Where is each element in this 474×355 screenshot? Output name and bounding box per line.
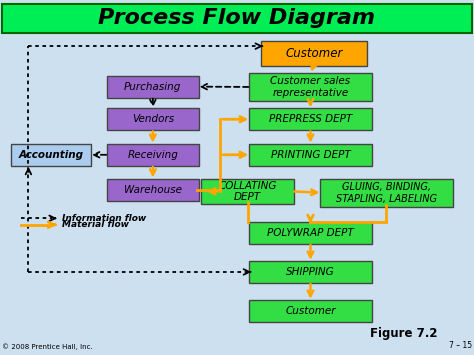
FancyBboxPatch shape <box>107 76 199 98</box>
FancyBboxPatch shape <box>107 179 199 201</box>
Text: SHIPPING: SHIPPING <box>286 267 335 277</box>
Text: Vendors: Vendors <box>132 114 174 124</box>
Text: POLYWRAP DEPT: POLYWRAP DEPT <box>267 228 354 238</box>
Text: Receiving: Receiving <box>128 150 178 160</box>
Text: Warehouse: Warehouse <box>124 185 182 195</box>
FancyBboxPatch shape <box>11 144 91 166</box>
FancyBboxPatch shape <box>201 179 294 204</box>
Text: COLLATING
DEPT: COLLATING DEPT <box>219 181 277 202</box>
Text: © 2008 Prentice Hall, Inc.: © 2008 Prentice Hall, Inc. <box>2 343 93 350</box>
Text: Customer: Customer <box>285 47 343 60</box>
Text: Material flow: Material flow <box>62 220 128 229</box>
FancyBboxPatch shape <box>107 108 199 130</box>
Text: 7 – 15: 7 – 15 <box>448 341 472 350</box>
Text: Customer sales
representative: Customer sales representative <box>270 76 351 98</box>
Text: PREPRESS DEPT: PREPRESS DEPT <box>269 114 352 124</box>
Text: Customer: Customer <box>285 306 336 316</box>
FancyBboxPatch shape <box>249 300 372 322</box>
FancyBboxPatch shape <box>320 179 453 207</box>
FancyBboxPatch shape <box>249 222 372 244</box>
Text: Information flow: Information flow <box>62 214 146 223</box>
Text: GLUING, BINDING,
STAPLING, LABELING: GLUING, BINDING, STAPLING, LABELING <box>336 182 437 203</box>
Text: PRINTING DEPT: PRINTING DEPT <box>271 150 350 160</box>
FancyBboxPatch shape <box>2 4 472 33</box>
FancyBboxPatch shape <box>249 261 372 283</box>
FancyBboxPatch shape <box>249 144 372 166</box>
FancyBboxPatch shape <box>249 73 372 101</box>
Text: Accounting: Accounting <box>18 150 84 160</box>
Text: Process Flow Diagram: Process Flow Diagram <box>99 8 375 28</box>
FancyBboxPatch shape <box>261 41 367 66</box>
Text: Purchasing: Purchasing <box>124 82 182 92</box>
FancyBboxPatch shape <box>107 144 199 166</box>
Text: Figure 7.2: Figure 7.2 <box>370 327 437 340</box>
FancyBboxPatch shape <box>249 108 372 130</box>
